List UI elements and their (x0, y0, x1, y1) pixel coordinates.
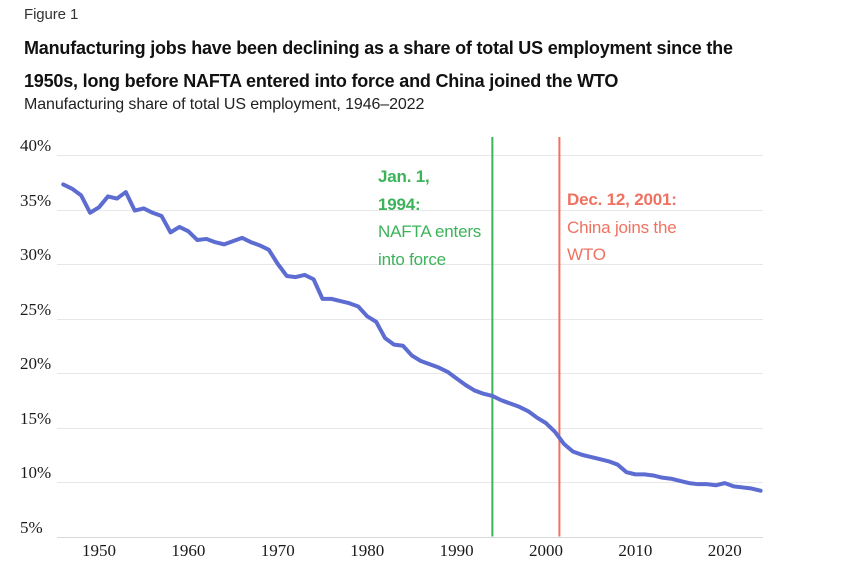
nafta-annotation-date-line: 1994: (378, 194, 421, 214)
wto-annotation-text-line: WTO (567, 245, 606, 265)
wto-annotation-text-line: China joins the (567, 217, 677, 237)
x-tick-label: 1970 (260, 541, 295, 560)
wto-annotation-date-line: Dec. 12, 2001: (567, 190, 677, 209)
chart-title-line-2: 1950s, long before NAFTA entered into fo… (24, 71, 619, 91)
nafta-annotation-text-line: into force (378, 250, 446, 270)
chart-subtitle: Manufacturing share of total US employme… (24, 96, 425, 113)
nafta-annotation-date-line: Jan. 1, (378, 167, 430, 186)
x-tick-label: 1980 (350, 541, 385, 560)
x-tick-label: 2010 (618, 541, 653, 560)
y-tick-label: 10% (20, 463, 52, 482)
x-tick-label: 1990 (439, 541, 474, 560)
chart-title-line-1: Manufacturing jobs have been declining a… (24, 38, 733, 58)
figure-label: Figure 1 (24, 6, 79, 23)
y-tick-label: 30% (20, 245, 52, 264)
x-tick-label: 1960 (171, 541, 206, 560)
y-tick-label: 40% (20, 136, 52, 155)
manufacturing-share-line (61, 182, 763, 493)
y-tick-label: 20% (20, 354, 52, 373)
y-tick-label: 15% (20, 408, 52, 428)
nafta-annotation: Jan. 1, 1994: NAFTA enters into force (378, 163, 481, 274)
x-tick-label: 2000 (529, 541, 563, 560)
y-tick-label: 35% (20, 190, 52, 210)
chart-title: Manufacturing jobs have been declining a… (24, 32, 836, 98)
wto-annotation: Dec. 12, 2001: China joins the WTO (567, 186, 677, 269)
y-tick-label: 5% (20, 517, 43, 537)
nafta-annotation-text-line: NAFTA enters (378, 222, 482, 242)
x-tick-label: 1950 (82, 541, 116, 560)
y-tick-label: 25% (20, 299, 52, 319)
x-tick-label: 2020 (707, 541, 742, 560)
